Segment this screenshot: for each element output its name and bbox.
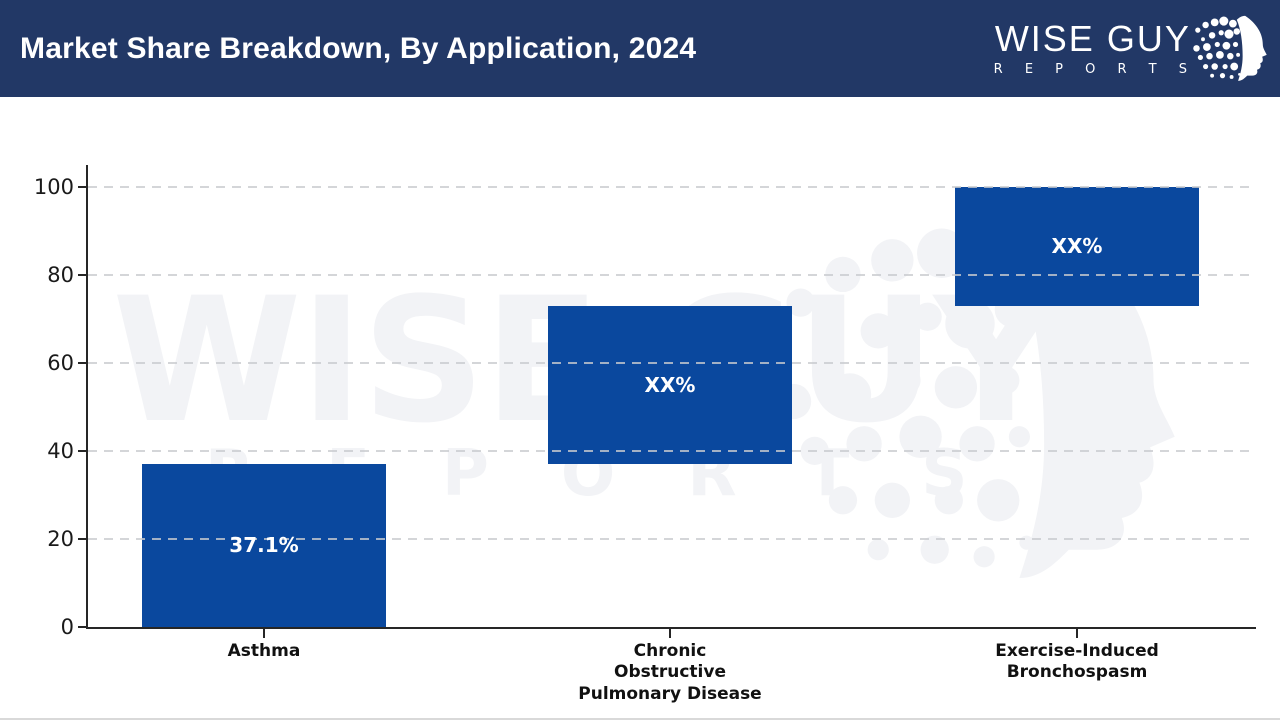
- y-tick-label: 80: [47, 263, 74, 287]
- y-tick: [78, 626, 88, 628]
- category-label: Chronic Obstructive Pulmonary Disease: [578, 641, 762, 704]
- y-tick: [78, 538, 88, 540]
- category-label: Asthma: [227, 641, 301, 661]
- brand-face-icon: [1193, 15, 1267, 81]
- gridline: [88, 362, 1256, 364]
- x-tick: [263, 628, 265, 638]
- y-tick: [78, 450, 88, 452]
- x-tick: [1076, 628, 1078, 638]
- bar: [548, 305, 792, 464]
- bar-value-label: XX%: [1051, 234, 1103, 259]
- header: Market Share Breakdown, By Application, …: [0, 0, 1280, 97]
- y-tick-label: 40: [47, 439, 74, 463]
- y-tick-label: 0: [60, 615, 74, 639]
- y-tick: [78, 362, 88, 364]
- y-axis-line: [86, 165, 88, 629]
- gridline: [88, 274, 1256, 276]
- bottom-border: [0, 718, 1280, 720]
- brand-logo: WISE GUY R E P O R T S: [990, 0, 1268, 97]
- category-label: Exercise-Induced Bronchospasm: [995, 641, 1159, 683]
- brand-subtitle: R E P O R T S: [993, 62, 1196, 77]
- brand-logo-text: WISE GUY R E P O R T S: [990, 18, 1196, 77]
- bar-value-label: XX%: [644, 372, 696, 397]
- y-tick-label: 20: [47, 527, 74, 551]
- y-tick: [78, 274, 88, 276]
- bar: [142, 463, 386, 627]
- y-tick-label: 60: [47, 351, 74, 375]
- brand-name: WISE GUY: [994, 18, 1191, 59]
- gridline: [88, 538, 1256, 540]
- bar-value-label: 37.1%: [229, 533, 299, 558]
- y-tick-label: 100: [33, 175, 74, 199]
- page-title: Market Share Breakdown, By Application, …: [20, 31, 697, 65]
- x-axis-line: [86, 627, 1256, 629]
- y-tick: [78, 186, 88, 188]
- x-tick: [669, 628, 671, 638]
- chart-area: WISE GUY REPORTS 0 20 40 60 80 100 37.1% Asthma…: [0, 97, 1280, 718]
- gridline: [88, 186, 1256, 188]
- gridline: [88, 450, 1256, 452]
